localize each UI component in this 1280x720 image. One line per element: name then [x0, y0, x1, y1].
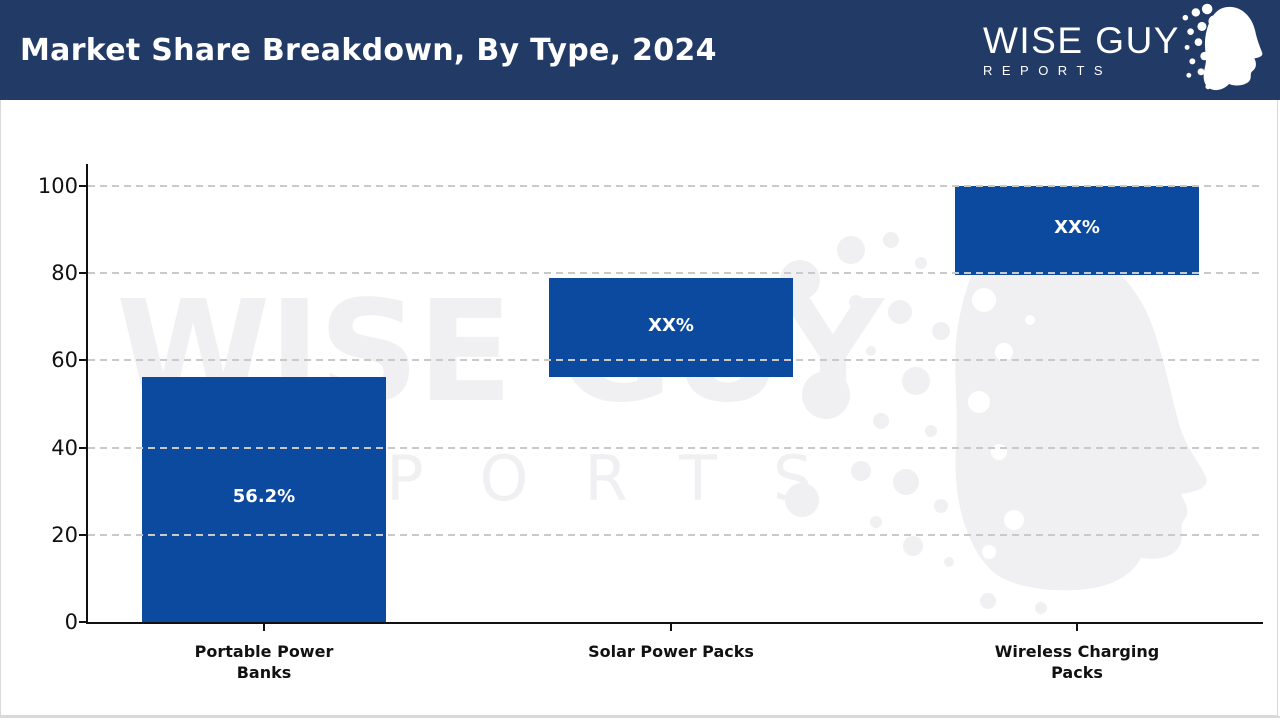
y-tick-100	[79, 185, 87, 187]
y-tick-label-40: 40	[51, 435, 78, 460]
title-bar: Market Share Breakdown, By Type, 2024 WI…	[0, 0, 1280, 100]
x-category-label: Wireless Charging Packs	[994, 642, 1160, 682]
logo-wordmark: WISE GUY	[982, 20, 1180, 61]
y-tick-40	[79, 446, 87, 449]
x-axis-line	[86, 622, 1263, 624]
logo-subtitle: REPORTS	[982, 63, 1113, 78]
dotted-head-icon	[1182, 3, 1263, 91]
gridline-100	[88, 185, 1261, 187]
y-tick-80	[79, 272, 87, 275]
bottom-border	[0, 716, 1280, 718]
bar-portable-power-banks	[142, 376, 386, 622]
x-category-label: Portable Power Banks	[194, 642, 334, 682]
y-tick-0	[79, 621, 87, 623]
x-category-label: Solar Power Packs	[588, 642, 754, 661]
x-tick-2	[670, 622, 672, 631]
y-tick-20	[79, 533, 87, 536]
gridline-20	[88, 533, 1261, 536]
y-axis-line	[86, 164, 88, 624]
bar-value-label: 56.2%	[232, 486, 296, 508]
gridline-40	[88, 446, 1261, 449]
x-tick-1	[263, 622, 265, 631]
logo-text: WISE GUY REPORTS	[983, 21, 1180, 79]
y-tick-label-100: 100	[37, 174, 78, 198]
y-tick-label-0: 0	[64, 610, 78, 634]
y-tick-label-20: 20	[51, 522, 78, 547]
gridline-60	[88, 359, 1261, 362]
gridline-80	[88, 272, 1261, 275]
y-tick-60	[79, 359, 87, 362]
page-title: Market Share Breakdown, By Type, 2024	[20, 32, 717, 68]
y-tick-label-80: 80	[51, 261, 78, 286]
x-tick-3	[1076, 622, 1078, 631]
bar-value-label: XX%	[648, 314, 694, 336]
wise-guy-reports-logo: WISE GUY REPORTS	[983, 2, 1270, 98]
bar-value-label: XX%	[1054, 217, 1100, 239]
y-tick-label-60: 60	[51, 348, 78, 373]
